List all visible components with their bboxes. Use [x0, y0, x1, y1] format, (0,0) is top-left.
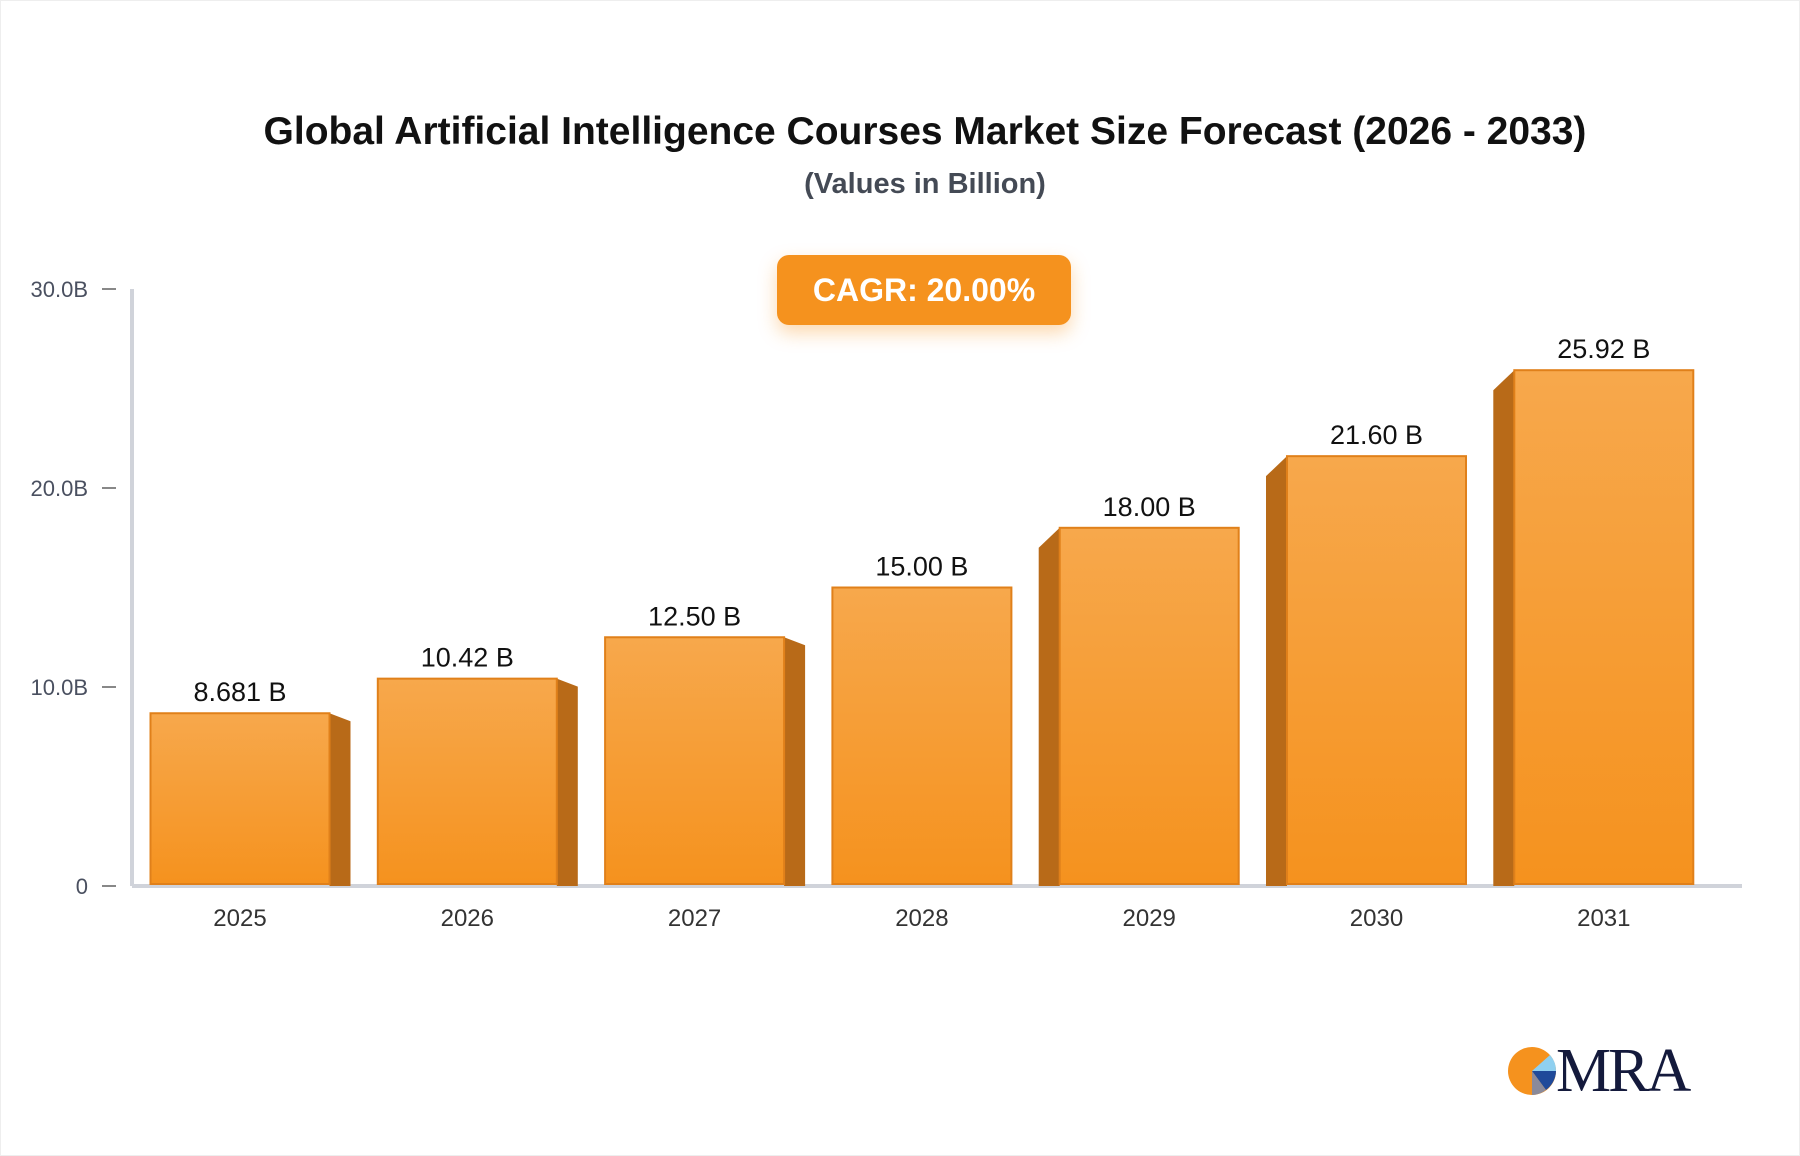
logo-text: MRA [1556, 1037, 1691, 1105]
x-tick-label: 2027 [668, 905, 721, 932]
y-tick-label: 10.0B [31, 675, 89, 700]
bar-group: 8.681 B 2025 [149, 677, 351, 932]
data-label: 8.681 B [193, 677, 286, 707]
x-tick-label: 2028 [895, 905, 948, 932]
x-tick-label: 2025 [213, 905, 266, 932]
bar [1286, 455, 1467, 885]
x-tick-label: 2026 [441, 905, 494, 932]
pie-logo-icon [1508, 1047, 1556, 1095]
data-label: 12.50 B [648, 601, 741, 631]
bar [831, 586, 1013, 885]
y-tick-label: 20.0B [31, 476, 89, 501]
chart-subtitle: (Values in Billion) [804, 168, 1046, 200]
bar [1513, 369, 1695, 885]
data-label: 21.60 B [1330, 420, 1423, 450]
bar [376, 677, 558, 886]
bar-group: 12.50 B 2027 [604, 601, 806, 932]
bar-side [556, 678, 578, 886]
chart-title: Global Artificial Intelligence Courses M… [263, 110, 1587, 153]
x-tick-label: 2031 [1577, 905, 1630, 932]
bar-group: 18.00 B 2029 [1038, 492, 1240, 932]
bar-side [1266, 456, 1287, 886]
bar-side [784, 637, 806, 886]
bar-group: 21.60 B 2030 [1266, 420, 1467, 932]
x-tick-label: 2029 [1123, 905, 1176, 932]
x-tick-label: 2030 [1350, 905, 1403, 932]
cagr-badge: CAGR: 20.00% [777, 255, 1071, 325]
mra-logo: MRA [1506, 1037, 1696, 1105]
data-label: 18.00 B [1103, 492, 1196, 522]
bar-group: 25.92 B 2031 [1493, 334, 1695, 932]
y-tick-label: 30.0B [31, 277, 89, 302]
data-label: 25.92 B [1557, 334, 1650, 364]
bar-side [1493, 370, 1515, 886]
y-tick-label: 0 [76, 874, 88, 899]
bar [1058, 526, 1240, 885]
bar-group: 15.00 B 2028 [831, 552, 1013, 932]
data-label: 10.42 B [421, 643, 514, 673]
data-label: 15.00 B [875, 552, 968, 582]
bar [149, 712, 331, 886]
bar-side [329, 713, 351, 886]
bar-side [1038, 527, 1060, 886]
bar [604, 636, 786, 885]
bar-group: 10.42 B 2026 [376, 643, 578, 932]
